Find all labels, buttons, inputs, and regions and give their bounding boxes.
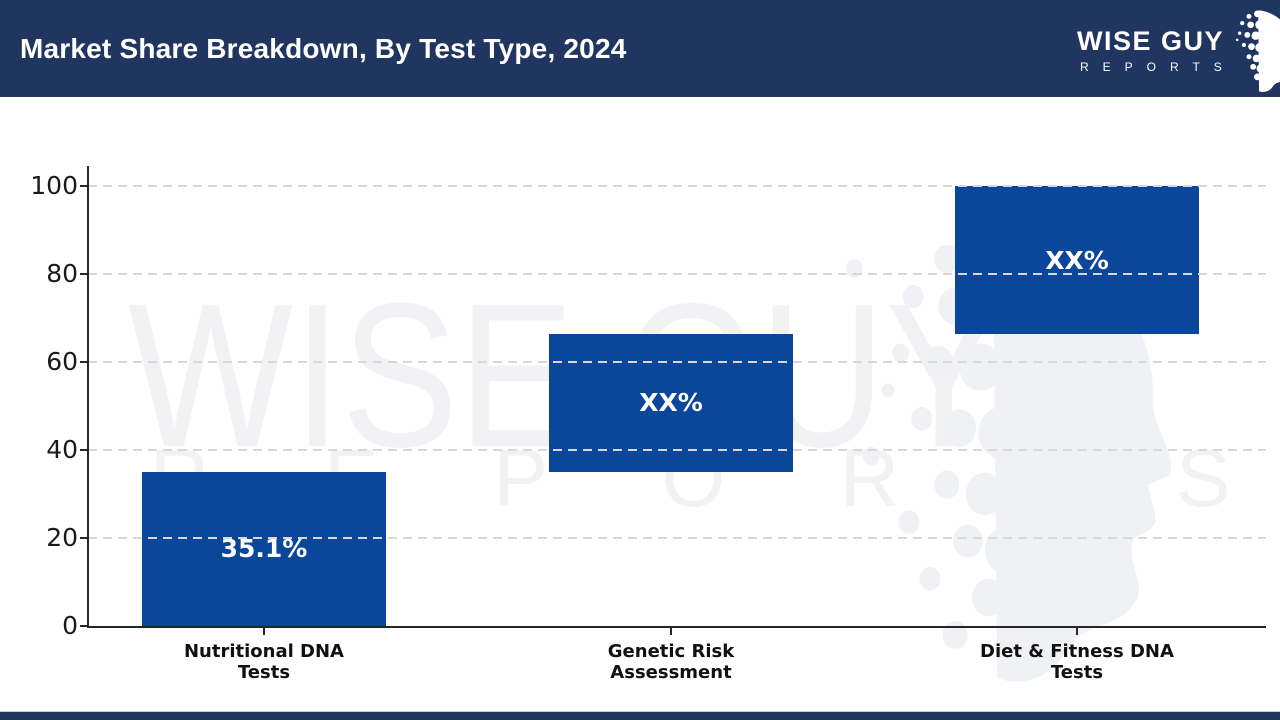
- bar-segment-1: 35.1%: [142, 471, 386, 626]
- y-tick-label-20: 20: [46, 523, 78, 552]
- x-category-label-3: Diet & Fitness DNA Tests: [980, 641, 1174, 683]
- bar-segment-3: XX%: [955, 186, 1199, 335]
- bar-value-label-3: XX%: [1045, 245, 1109, 275]
- logo-face-icon: [1235, 10, 1280, 92]
- bar-value-label-2: XX%: [639, 388, 703, 418]
- footer-bar: [0, 711, 1280, 720]
- gridline-80: [88, 273, 1266, 275]
- y-tick-label-60: 60: [46, 347, 78, 376]
- gridline-40: [88, 449, 1266, 451]
- y-tick-mark-0: [80, 625, 88, 627]
- gridline-20: [88, 537, 1266, 539]
- x-tick-mark-1: [263, 628, 265, 635]
- y-tick-mark-60: [80, 361, 88, 363]
- y-tick-label-40: 40: [46, 435, 78, 464]
- y-tick-mark-100: [80, 185, 88, 187]
- y-tick-mark-80: [80, 273, 88, 275]
- bar-value-label-1: 35.1%: [220, 534, 308, 564]
- logo-subtext: REPORTS: [1080, 60, 1236, 74]
- x-category-label-1: Nutritional DNA Tests: [183, 641, 344, 683]
- gridline-60: [88, 361, 1266, 363]
- x-category-label-2: Genetic Risk Assessment: [607, 641, 735, 683]
- x-axis-line: [87, 626, 1266, 628]
- header: Market Share Breakdown, By Test Type, 20…: [0, 0, 1280, 97]
- page-title: Market Share Breakdown, By Test Type, 20…: [20, 32, 627, 64]
- y-tick-label-0: 0: [62, 611, 78, 640]
- gridline-100: [88, 185, 1266, 187]
- logo-wordmark: WISE GUY: [1077, 26, 1225, 56]
- x-tick-mark-3: [1076, 628, 1078, 635]
- y-tick-mark-40: [80, 449, 88, 451]
- y-axis-line: [87, 166, 89, 628]
- x-tick-mark-2: [670, 628, 672, 635]
- y-tick-mark-20: [80, 537, 88, 539]
- wise-guy-logo: WISE GUY REPORTS: [1032, 0, 1280, 97]
- bar-segment-2: XX%: [549, 334, 793, 472]
- y-tick-label-80: 80: [46, 259, 78, 288]
- y-tick-label-100: 100: [30, 171, 78, 200]
